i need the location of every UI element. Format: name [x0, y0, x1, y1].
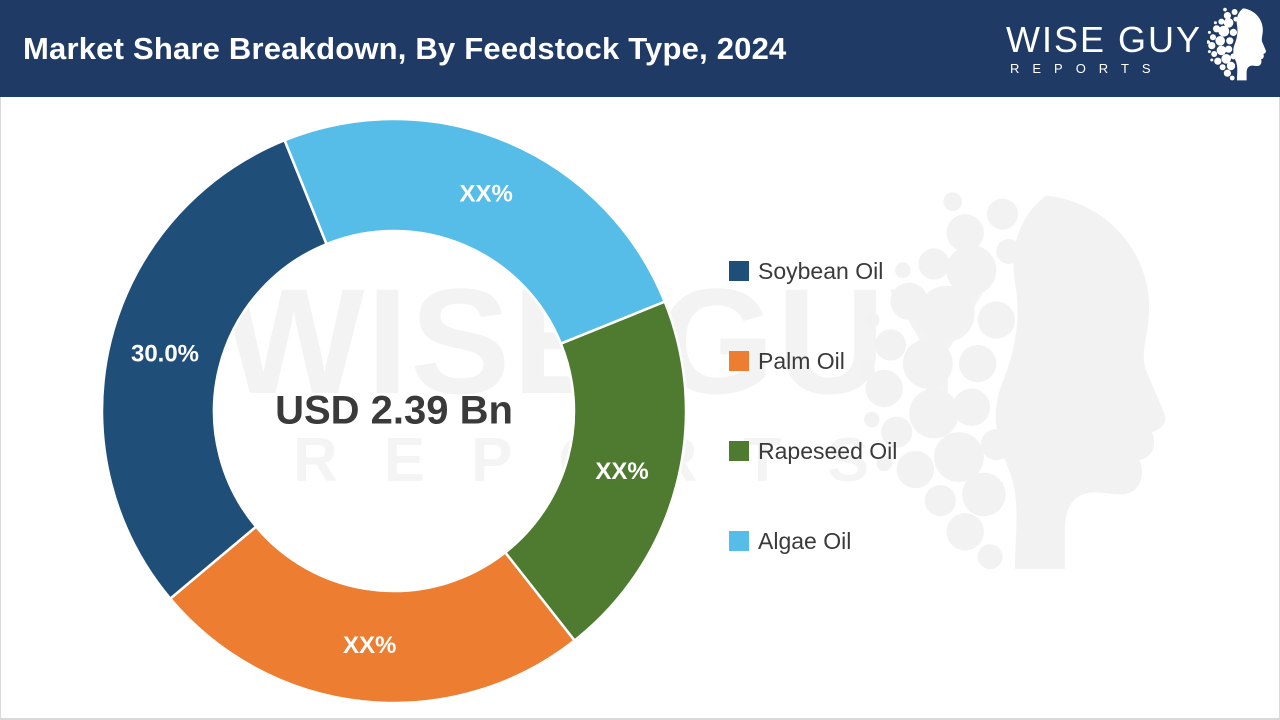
legend-swatch — [729, 441, 749, 461]
logo-wordmark: WISE GUY — [1005, 19, 1202, 61]
header-bar: Market Share Breakdown, By Feedstock Typ… — [0, 0, 1280, 97]
legend-item-algae-oil: Algae Oil — [729, 529, 897, 553]
segment-value-label: XX% — [460, 180, 513, 207]
chart-legend: Soybean Oil Palm Oil Rapeseed Oil Algae … — [729, 259, 897, 553]
chart-area: WISE GUY REPORTS 30.0%XX%XX%XX% USD 2.39… — [0, 97, 1280, 720]
donut-segment-rapeseed-oil — [503, 299, 688, 643]
logo-head-icon — [1206, 6, 1268, 90]
donut-segment-palm-oil — [168, 524, 577, 705]
legend-item-palm-oil: Palm Oil — [729, 349, 897, 373]
legend-swatch — [729, 351, 749, 371]
legend-label: Palm Oil — [758, 347, 845, 374]
logo-subtitle: REPORTS — [1009, 60, 1164, 76]
legend-swatch — [729, 261, 749, 281]
donut-segment-algae-oil — [282, 117, 667, 346]
wise-guy-reports-logo: WISE GUY REPORTS — [1006, 6, 1268, 90]
legend-swatch — [729, 531, 749, 551]
legend-label: Rapeseed Oil — [758, 437, 898, 464]
watermark-head-icon — [859, 183, 1171, 619]
page-title: Market Share Breakdown, By Feedstock Typ… — [23, 30, 787, 66]
segment-value-label: XX% — [595, 458, 648, 485]
legend-label: Algae Oil — [758, 527, 852, 554]
segment-value-label: 30.0% — [131, 340, 199, 367]
segment-value-label: XX% — [343, 632, 396, 659]
legend-item-soybean-oil: Soybean Oil — [729, 259, 897, 283]
legend-label: Soybean Oil — [758, 257, 884, 284]
legend-item-rapeseed-oil: Rapeseed Oil — [729, 439, 897, 463]
donut-chart: 30.0% XX% XX% XX% — [100, 117, 688, 705]
donut-center-value: USD 2.39 Bn — [275, 388, 513, 433]
donut-segment-soybean-oil — [100, 138, 329, 601]
